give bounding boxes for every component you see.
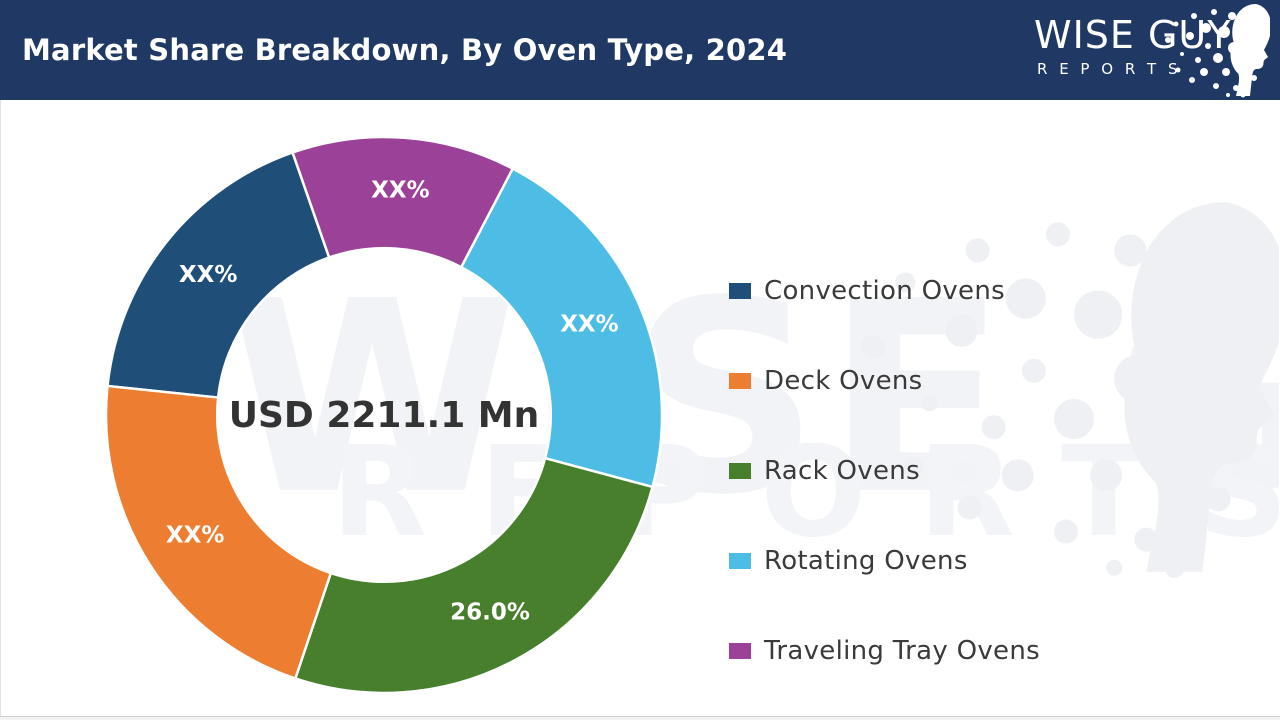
donut-slice-rack-ovens <box>294 456 654 695</box>
donut-chart: XX% XX% XX% 26.0% XX% <box>104 135 664 695</box>
legend-label: Convection Ovens <box>764 276 1005 306</box>
bottom-strip <box>0 717 1280 720</box>
legend-swatch-icon <box>729 373 751 389</box>
bottom-divider <box>0 716 1280 717</box>
legend-swatch-icon <box>729 283 751 299</box>
legend-item-traveling-tray-ovens: Traveling Tray Ovens <box>729 606 1040 696</box>
chart-legend: Convection Ovens Deck Ovens Rack Ovens Rota… <box>729 246 1040 696</box>
chart-canvas: WISE GUY REPORTS XX%XX%XX%26.0%XX% USD 2… <box>0 100 1279 716</box>
legend-item-rotating-ovens: Rotating Ovens <box>729 516 1040 606</box>
legend-label: Deck Ovens <box>764 366 923 396</box>
legend-item-deck-ovens: Deck Ovens <box>729 336 1040 426</box>
legend-swatch-icon <box>729 643 751 659</box>
legend-label: Rack Ovens <box>764 456 920 486</box>
donut-slice-rotating-ovens <box>460 167 664 489</box>
legend-label: Rotating Ovens <box>764 546 968 576</box>
logo-line2: R E P O R T S <box>1037 60 1181 78</box>
slice-value-label-rotating-ovens: XX% <box>560 311 619 337</box>
slice-value-label-convection-ovens: XX% <box>179 262 238 288</box>
slice-value-label-deck-ovens: XX% <box>166 523 225 549</box>
donut-slice-deck-ovens <box>104 384 333 680</box>
header-bar: Market Share Breakdown, By Oven Type, 20… <box>0 0 1280 100</box>
legend-swatch-icon <box>729 463 751 479</box>
wise-guy-reports-logo: WISE GUY R E P O R T S <box>1034 4 1270 98</box>
slice-value-label-traveling-tray-ovens: XX% <box>371 178 430 204</box>
legend-swatch-icon <box>729 553 751 569</box>
legend-label: Traveling Tray Ovens <box>764 636 1040 666</box>
page-title: Market Share Breakdown, By Oven Type, 20… <box>22 33 788 67</box>
slice-value-label-rack-ovens: 26.0% <box>450 599 530 625</box>
donut-slice-convection-ovens <box>106 151 331 399</box>
logo-line1: WISE GUY <box>1034 13 1231 57</box>
legend-item-convection-ovens: Convection Ovens <box>729 246 1040 336</box>
legend-item-rack-ovens: Rack Ovens <box>729 426 1040 516</box>
